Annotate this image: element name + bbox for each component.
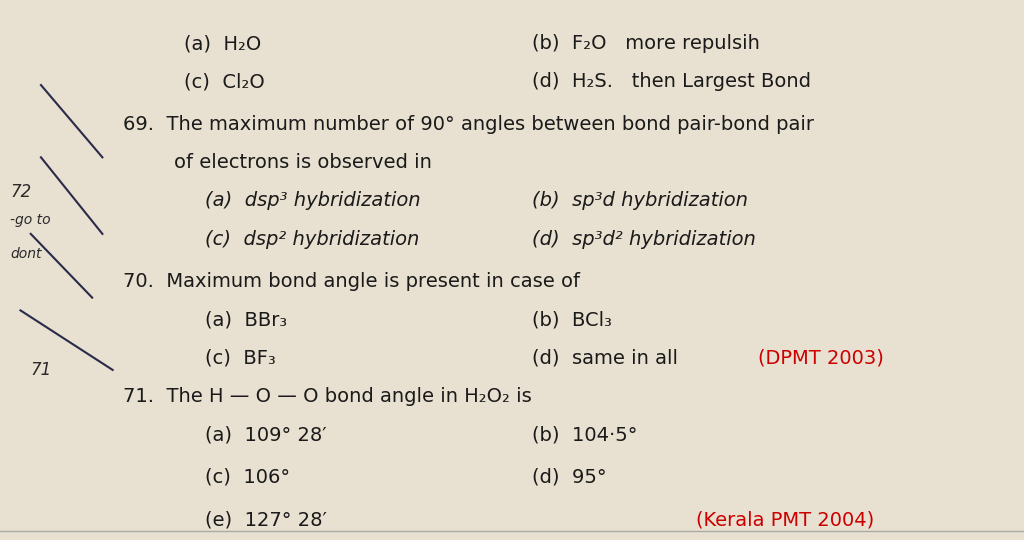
Text: (d)  95°: (d) 95° xyxy=(532,468,607,487)
Text: (c)  106°: (c) 106° xyxy=(205,468,290,487)
Text: dont: dont xyxy=(10,247,42,261)
Text: (c)  dsp² hybridization: (c) dsp² hybridization xyxy=(205,230,419,248)
Text: (a)  H₂O: (a) H₂O xyxy=(184,34,261,53)
Text: (b)  F₂O   more repulsih: (b) F₂O more repulsih xyxy=(532,34,761,53)
Text: (c)  BF₃: (c) BF₃ xyxy=(205,349,275,368)
Text: (b)  BCl₃: (b) BCl₃ xyxy=(532,310,612,329)
Text: (a)  BBr₃: (a) BBr₃ xyxy=(205,310,287,329)
Text: (e)  127° 28′: (e) 127° 28′ xyxy=(205,510,327,529)
Text: -go to: -go to xyxy=(10,213,51,227)
Text: (d)  H₂S.   then Largest Bond: (d) H₂S. then Largest Bond xyxy=(532,72,811,91)
Text: of electrons is observed in: of electrons is observed in xyxy=(174,153,432,172)
Text: (DPMT 2003): (DPMT 2003) xyxy=(758,349,884,368)
Text: (Kerala PMT 2004): (Kerala PMT 2004) xyxy=(696,510,874,529)
Text: (a)  109° 28′: (a) 109° 28′ xyxy=(205,425,327,444)
Text: (b)  104·5°: (b) 104·5° xyxy=(532,425,638,444)
Text: 71: 71 xyxy=(31,361,52,380)
Text: (b)  sp³d hybridization: (b) sp³d hybridization xyxy=(532,191,749,211)
Text: 69.  The maximum number of 90° angles between bond pair-bond pair: 69. The maximum number of 90° angles bet… xyxy=(123,115,814,134)
Text: (d)  same in all: (d) same in all xyxy=(532,349,679,368)
Text: (c)  Cl₂O: (c) Cl₂O xyxy=(184,72,265,91)
Text: 70.  Maximum bond angle is present in case of: 70. Maximum bond angle is present in cas… xyxy=(123,272,580,291)
Text: 71.  The H — O — O bond angle in H₂O₂ is: 71. The H — O — O bond angle in H₂O₂ is xyxy=(123,387,531,406)
Text: 72: 72 xyxy=(10,183,32,201)
Text: (a)  dsp³ hybridization: (a) dsp³ hybridization xyxy=(205,191,421,211)
Text: (d)  sp³d² hybridization: (d) sp³d² hybridization xyxy=(532,230,757,248)
